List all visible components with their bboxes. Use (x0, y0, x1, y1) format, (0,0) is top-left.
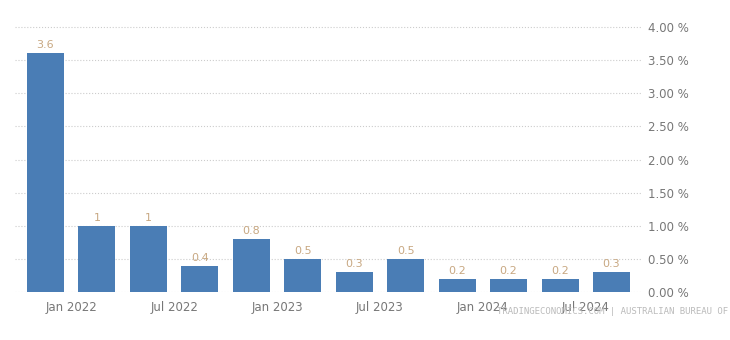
Text: 0.4: 0.4 (191, 253, 209, 262)
Text: 0.3: 0.3 (603, 259, 620, 269)
Bar (387, 259, 424, 292)
Bar (233, 239, 270, 292)
Bar (593, 272, 630, 292)
Text: 0.5: 0.5 (397, 246, 415, 256)
Bar (130, 226, 167, 292)
Bar (439, 279, 476, 292)
Text: 0.2: 0.2 (448, 266, 466, 276)
Text: 0.3: 0.3 (345, 259, 363, 269)
Text: 3.6: 3.6 (36, 40, 54, 50)
Bar (284, 259, 321, 292)
Bar (181, 266, 218, 292)
Bar (78, 226, 115, 292)
Text: 0.5: 0.5 (294, 246, 312, 256)
Text: TRADINGECONOMICS.COM | AUSTRALIAN BUREAU OF STATISTICS: TRADINGECONOMICS.COM | AUSTRALIAN BUREAU… (497, 307, 730, 316)
Bar (490, 279, 527, 292)
Text: 0.2: 0.2 (551, 266, 569, 276)
Text: 0.8: 0.8 (242, 226, 260, 236)
Text: 0.2: 0.2 (500, 266, 518, 276)
Bar (336, 272, 373, 292)
Bar (542, 279, 579, 292)
Bar (27, 53, 64, 292)
Text: 1: 1 (93, 213, 101, 223)
Text: 1: 1 (145, 213, 152, 223)
